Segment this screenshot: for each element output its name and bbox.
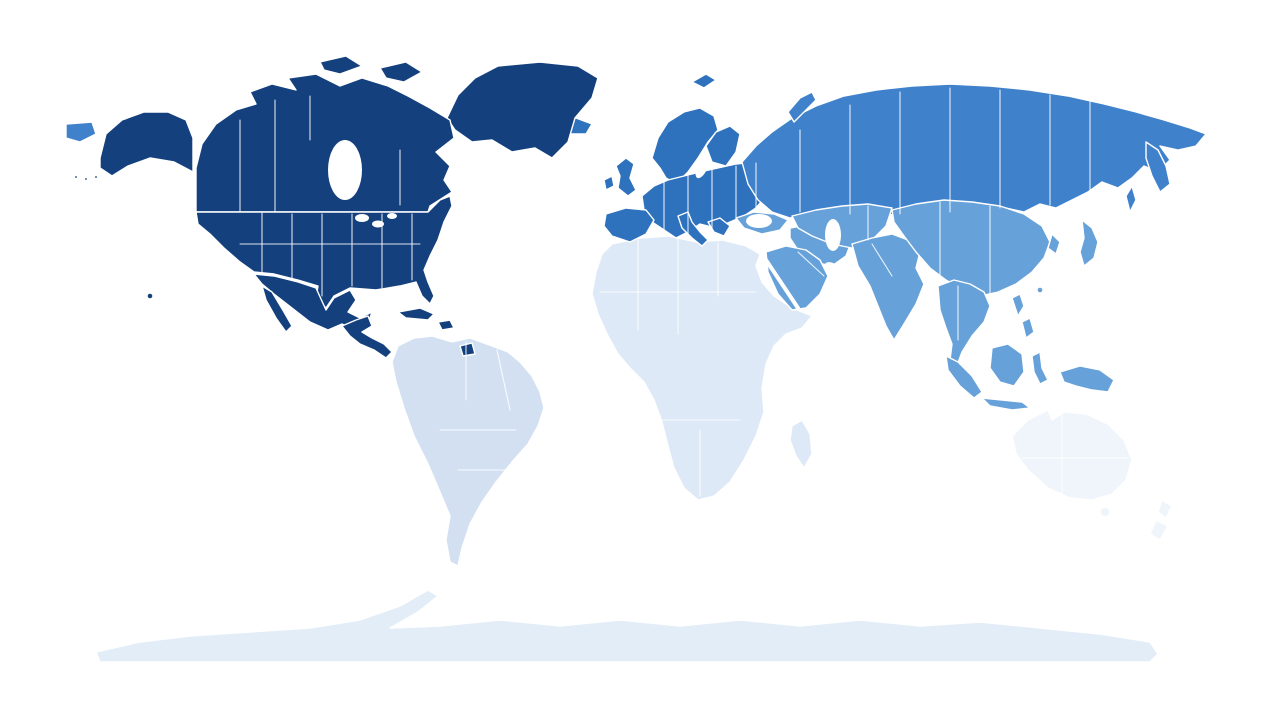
island-tasmania: [1099, 506, 1111, 518]
region-antarctica: [95, 589, 1159, 663]
island-sakhalin: [1125, 185, 1137, 213]
great-lake-michigan: [372, 220, 384, 228]
peninsula-arabia: [765, 245, 829, 311]
islands-svalbard: [691, 73, 717, 89]
country-antarctica: [95, 589, 1159, 663]
island-new-guinea: [1059, 365, 1115, 393]
aleutian-island-3: [73, 174, 79, 180]
region-asia: [735, 199, 1115, 411]
country-united-kingdom: [615, 157, 637, 197]
country-usa-alaska: [99, 111, 194, 177]
lakes-and-seas: [328, 140, 841, 310]
region-south-asia-india: [851, 233, 925, 341]
black-sea: [746, 214, 772, 228]
internal-borders: [239, 87, 1129, 498]
country-new-zealand-south: [1149, 519, 1169, 541]
peninsula-baja: [261, 285, 293, 333]
islands-philippines-north: [1011, 293, 1025, 317]
island-hispaniola: [437, 319, 455, 331]
arctic-island-victoria: [319, 55, 363, 75]
country-greece: [707, 217, 731, 237]
persian-gulf: [824, 262, 840, 274]
region-central-asia: [791, 203, 893, 249]
country-mexico: [253, 273, 373, 331]
region-oceania: [1011, 409, 1173, 541]
aleutian-island-1: [93, 174, 99, 180]
aleutian-island-2: [83, 176, 89, 182]
country-cuba: [397, 307, 435, 321]
country-madagascar: [789, 419, 813, 469]
region-indochina: [937, 279, 991, 369]
region-central-america: [341, 315, 393, 359]
region-china-mongolia: [891, 199, 1051, 297]
great-lake-ontario: [387, 213, 397, 219]
great-lake-superior: [355, 214, 369, 222]
country-finland: [705, 125, 741, 167]
country-new-zealand-north: [1157, 499, 1173, 519]
islands-hawaii: [146, 292, 154, 300]
island-borneo: [989, 343, 1025, 387]
islands-novaya-zemlya: [787, 91, 817, 123]
arctic-island-baffin: [379, 61, 423, 83]
country-ireland: [603, 175, 615, 191]
hudson-bay: [328, 140, 362, 200]
country-spain-portugal: [603, 207, 655, 243]
country-canada: [195, 73, 455, 213]
island-java: [981, 397, 1031, 411]
islands-philippines-south: [1021, 317, 1035, 339]
country-australia: [1011, 409, 1133, 501]
country-greenland: [446, 61, 599, 159]
red-sea: [760, 252, 800, 310]
country-japan: [1079, 219, 1099, 267]
territory-french-guiana: [459, 342, 476, 357]
peninsula-korea: [1047, 233, 1061, 255]
region-north-america: [73, 55, 599, 359]
country-italy: [677, 211, 709, 247]
country-usa: [195, 195, 453, 309]
island-sumatra: [945, 355, 983, 399]
peninsula-kamchatka: [1145, 141, 1171, 193]
baltic-sea: [695, 157, 709, 179]
island-taiwan: [1036, 286, 1044, 294]
chukotka-wrap-sliver: [65, 121, 97, 143]
island-sulawesi: [1031, 351, 1049, 385]
caspian-sea: [825, 219, 841, 251]
